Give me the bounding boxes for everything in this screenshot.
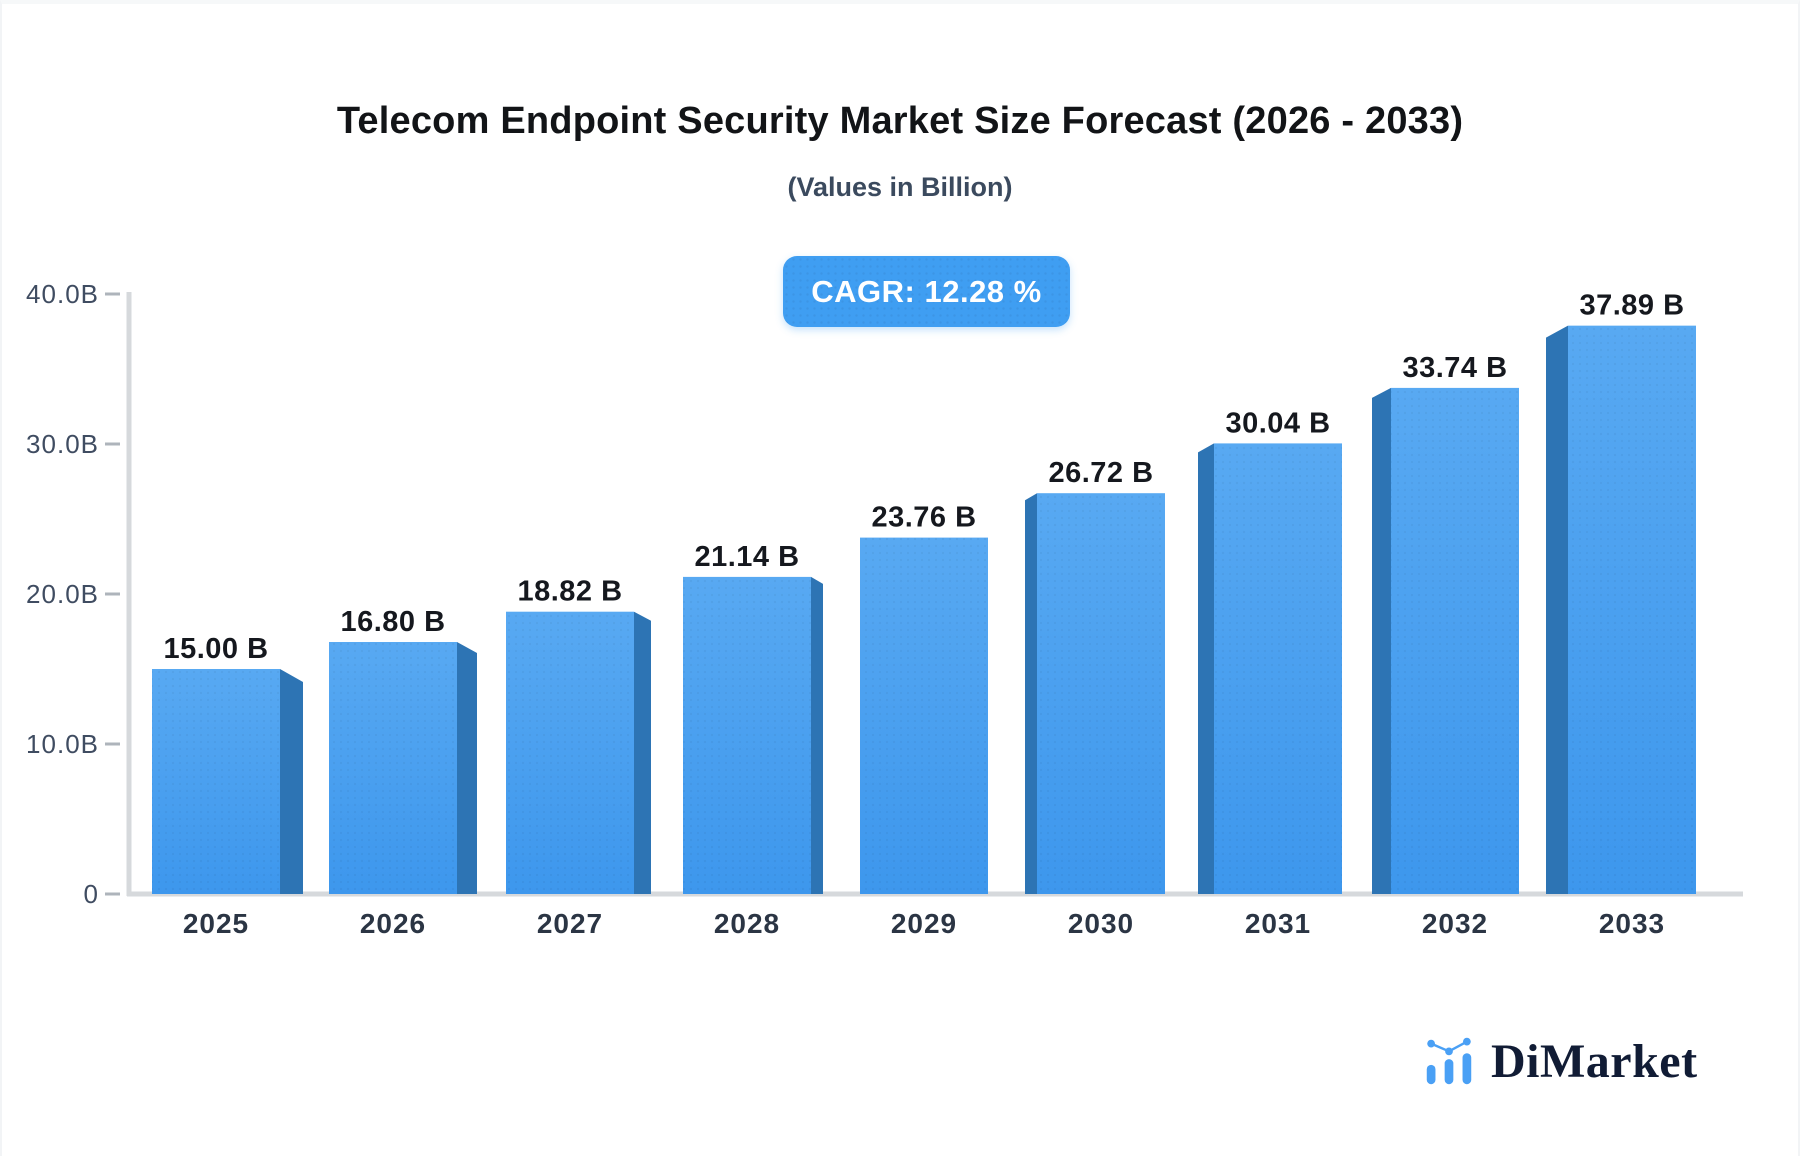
bar-value-label: 16.80 B <box>340 606 445 638</box>
cagr-badge: CAGR: 12.28 % <box>783 256 1070 327</box>
y-tick-label: 10.0B <box>26 729 99 759</box>
bar-side-face <box>1546 325 1568 894</box>
bar-texture-overlay <box>1037 493 1165 894</box>
y-tick-label: 20.0B <box>26 579 99 609</box>
bar-value-label: 15.00 B <box>163 633 268 665</box>
bar-texture-overlay <box>1568 325 1696 894</box>
x-tick-label: 2025 <box>183 908 249 939</box>
bar-texture-overlay <box>329 642 457 894</box>
bar-texture-overlay <box>506 611 634 894</box>
x-tick-label: 2028 <box>714 908 780 939</box>
bar-value-label: 37.89 B <box>1579 290 1684 322</box>
x-tick-label: 2026 <box>360 908 426 939</box>
x-tick-label: 2032 <box>1422 908 1488 939</box>
bar-side-face <box>1198 443 1214 894</box>
bar-side-face <box>811 576 823 894</box>
brand-logo-text: DiMarket <box>1491 1034 1698 1088</box>
bar-value-label: 23.76 B <box>871 502 976 534</box>
chart-subtitle: (Values in Billion) <box>787 172 1013 202</box>
bar-texture-overlay <box>1391 387 1519 894</box>
y-tick-label: 30.0B <box>26 429 99 459</box>
x-tick-label: 2029 <box>891 908 957 939</box>
x-tick-label: 2031 <box>1245 908 1311 939</box>
bar-chart: 0 10.0B 20.0B 30.0B 40.0B 15.00 B 2025 16.80 B 2… <box>26 279 1743 939</box>
bar-side-face <box>280 669 303 894</box>
bar-side-face <box>1372 387 1391 894</box>
chart-title: Telecom Endpoint Security Market Size Fo… <box>336 100 1464 142</box>
bar-texture-overlay <box>860 537 988 894</box>
bar-value-label: 18.82 B <box>517 576 622 608</box>
bar-side-face <box>457 642 477 894</box>
x-tick-label: 2027 <box>537 908 603 939</box>
y-tick-label: 0 <box>84 879 99 909</box>
x-tick-label: 2033 <box>1599 908 1665 939</box>
cagr-badge-label: CAGR: 12.28 % <box>811 273 1042 309</box>
bar-value-label: 21.14 B <box>694 541 799 573</box>
bar-side-face <box>634 611 651 894</box>
x-tick-label: 2030 <box>1068 908 1134 939</box>
brand-logo: DiMarket <box>1420 1032 1698 1090</box>
bar-value-label: 30.04 B <box>1225 407 1330 439</box>
y-tick-label: 40.0B <box>26 279 99 309</box>
bar-value-label: 33.74 B <box>1402 352 1507 384</box>
bar-texture-overlay <box>1214 443 1342 894</box>
bar-value-label: 26.72 B <box>1048 457 1153 489</box>
bar-chart-logo-icon <box>1426 1037 1472 1085</box>
bar-texture-overlay <box>683 576 811 894</box>
bar-texture-overlay <box>152 669 280 894</box>
bar-side-face <box>1025 493 1037 894</box>
